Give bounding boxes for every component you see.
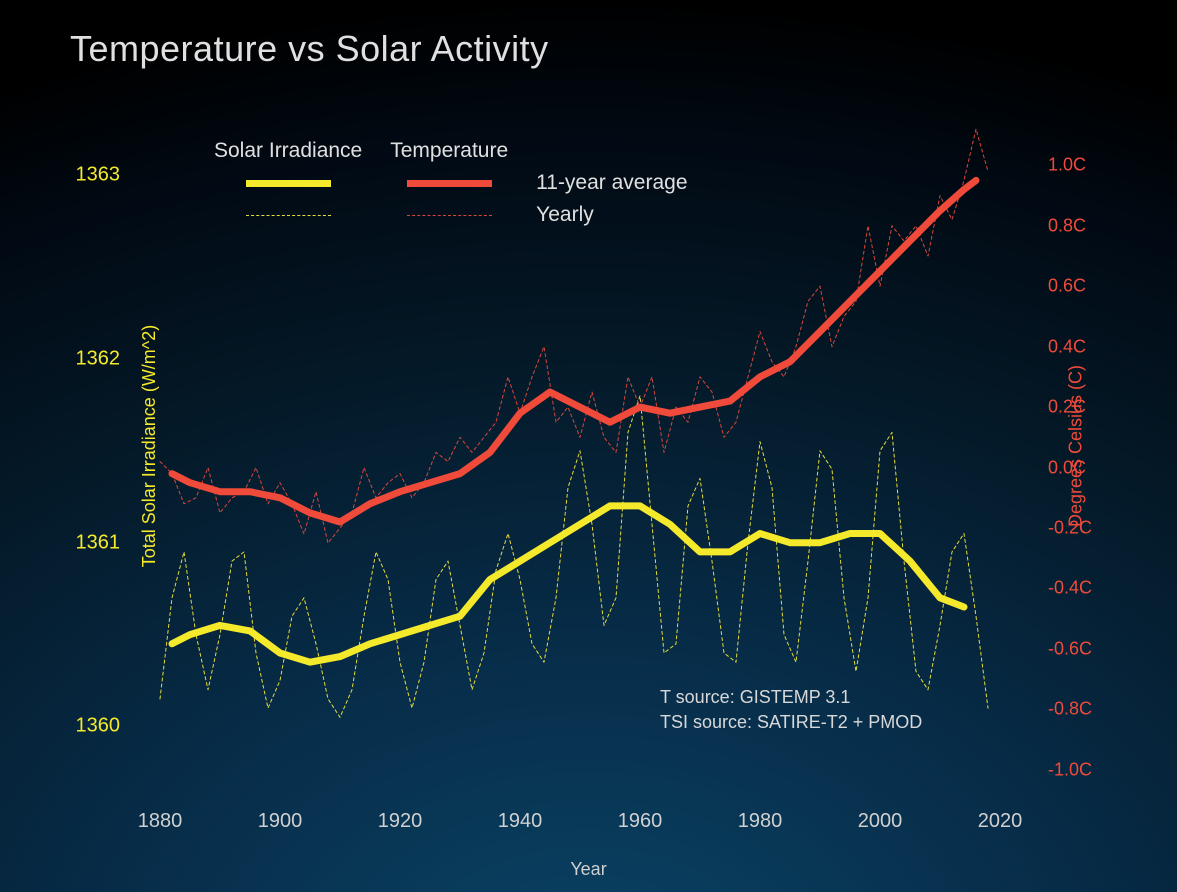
- legend-swatch-temp-avg: [407, 180, 492, 187]
- y-left-tick: 1362: [60, 347, 120, 370]
- x-tick: 1880: [138, 810, 183, 833]
- x-tick: 1940: [498, 810, 543, 833]
- source-note-line2: TSI source: SATIRE-T2 + PMOD: [660, 710, 922, 734]
- y-right-axis-label: Degrees Celsius (C): [1065, 365, 1086, 527]
- legend: Solar Irradiance Temperature 11-year ave…: [200, 135, 702, 231]
- source-note: T source: GISTEMP 3.1 TSI source: SATIRE…: [660, 685, 922, 734]
- y-right-tick: 0.2C: [1048, 397, 1086, 418]
- y-right-tick: 0.0C: [1048, 457, 1086, 478]
- legend-swatch-solar-yearly: [246, 215, 331, 216]
- chart-container: Temperature vs Solar Activity Total Sola…: [0, 0, 1177, 892]
- y-right-tick: -0.4C: [1048, 578, 1092, 599]
- y-right-tick: 0.4C: [1048, 336, 1086, 357]
- y-right-tick: 0.8C: [1048, 215, 1086, 236]
- chart-title: Temperature vs Solar Activity: [70, 28, 549, 70]
- y-left-tick: 1361: [60, 531, 120, 554]
- x-tick: 1960: [618, 810, 663, 833]
- legend-header-solar: Solar Irradiance: [200, 135, 376, 167]
- y-left-tick: 1360: [60, 715, 120, 738]
- x-axis-label: Year: [570, 859, 606, 880]
- legend-row-yearly-label: Yearly: [522, 199, 701, 231]
- y-right-tick: -0.6C: [1048, 638, 1092, 659]
- y-right-tick: 1.0C: [1048, 155, 1086, 176]
- x-tick: 1980: [738, 810, 783, 833]
- x-tick: 1900: [258, 810, 303, 833]
- source-note-line1: T source: GISTEMP 3.1: [660, 685, 922, 709]
- y-right-tick: -0.8C: [1048, 699, 1092, 720]
- y-left-tick: 1363: [60, 164, 120, 187]
- x-tick: 1920: [378, 810, 423, 833]
- legend-swatch-solar-avg: [246, 180, 331, 187]
- legend-header-temp: Temperature: [376, 135, 522, 167]
- legend-swatch-temp-yearly: [407, 215, 492, 216]
- x-tick: 2000: [858, 810, 903, 833]
- y-right-tick: 0.6C: [1048, 276, 1086, 297]
- y-right-tick: -1.0C: [1048, 759, 1092, 780]
- y-right-tick: -0.2C: [1048, 518, 1092, 539]
- legend-row-avg-label: 11-year average: [522, 167, 701, 199]
- x-tick: 2020: [978, 810, 1023, 833]
